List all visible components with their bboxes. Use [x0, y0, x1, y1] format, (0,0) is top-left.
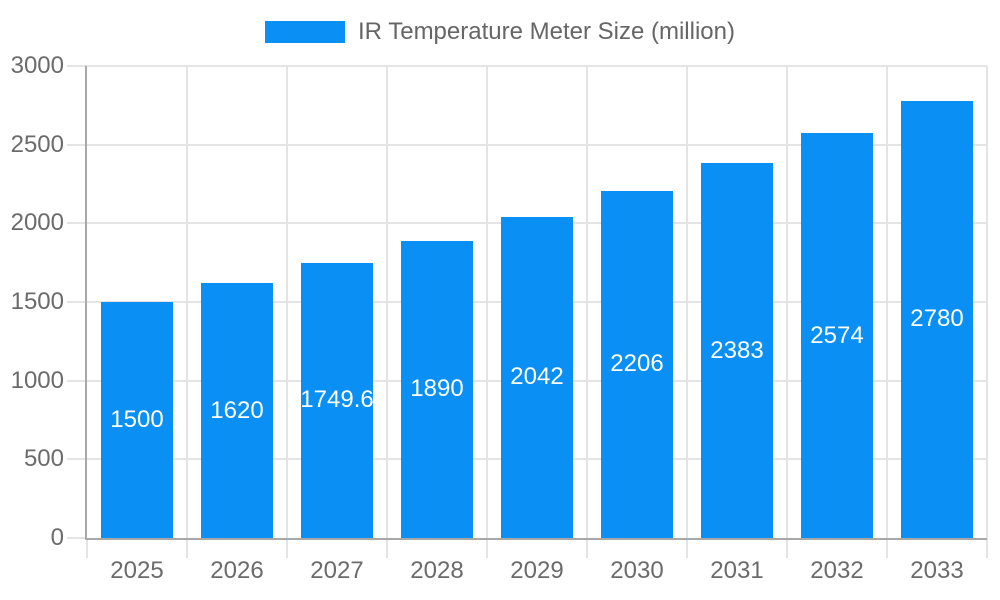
y-axis-line — [85, 66, 87, 538]
y-axis-tick-label: 3000 — [10, 52, 64, 79]
y-axis-tick — [67, 379, 87, 382]
x-axis-tick-label: 2031 — [710, 557, 764, 584]
x-axis-tick — [586, 538, 588, 558]
bar-value-label: 2383 — [710, 336, 764, 364]
bar[interactable]: 2383 — [701, 163, 773, 538]
bar[interactable]: 1890 — [401, 240, 473, 538]
v-gridline — [586, 66, 588, 538]
bar[interactable]: 1749.6 — [300, 262, 374, 538]
x-axis-tick — [786, 538, 788, 558]
x-axis-tick-label: 2032 — [810, 557, 864, 584]
bar[interactable]: 2042 — [501, 216, 573, 538]
y-axis-tick-label: 0 — [50, 524, 64, 551]
x-axis-tick-label: 2027 — [310, 557, 364, 584]
bar-value-label: 2042 — [510, 363, 564, 391]
bar[interactable]: 1500 — [101, 302, 173, 538]
x-axis-line — [85, 538, 987, 540]
bar[interactable]: 2206 — [601, 190, 673, 538]
y-axis-tick-label: 1000 — [10, 366, 64, 394]
y-axis-tick — [67, 301, 87, 303]
x-axis-tick — [486, 538, 488, 558]
y-axis-tick-label: 2500 — [10, 130, 64, 158]
legend[interactable]: IR Temperature Meter Size (million) — [0, 16, 1000, 48]
bar-value-label: 1749.6 — [300, 386, 374, 414]
v-gridline — [886, 66, 888, 538]
y-axis-tick — [67, 65, 87, 67]
x-axis-tick-label: 2030 — [610, 557, 664, 584]
v-gridline — [686, 66, 688, 538]
y-axis-tick-label: 1500 — [10, 288, 64, 315]
x-axis-tick — [86, 538, 88, 558]
h-gridline — [87, 65, 987, 67]
bar-value-label: 1620 — [210, 396, 264, 424]
y-axis-tick-label: 500 — [23, 445, 64, 473]
bar-value-label: 1890 — [410, 375, 464, 403]
y-axis-tick — [67, 143, 87, 146]
x-axis-tick-label: 2026 — [210, 557, 264, 584]
x-axis-tick-label: 2028 — [410, 557, 464, 584]
v-gridline — [786, 66, 788, 538]
v-gridline — [186, 66, 188, 538]
x-axis-tick — [886, 538, 888, 558]
bar-value-label: 2574 — [810, 321, 864, 349]
bar-value-label: 2780 — [910, 305, 964, 333]
x-axis-tick — [686, 538, 688, 558]
bar[interactable]: 1620 — [201, 283, 273, 538]
y-axis-tick-label: 2000 — [10, 209, 64, 237]
legend-swatch — [264, 21, 345, 43]
x-axis-tick — [986, 538, 988, 558]
v-gridline — [386, 66, 388, 538]
y-axis-tick — [67, 222, 87, 225]
bar-value-label: 2206 — [610, 350, 664, 378]
h-gridline — [87, 143, 987, 146]
x-axis-tick-label: 2029 — [510, 557, 564, 584]
v-gridline — [986, 66, 988, 538]
legend-label: IR Temperature Meter Size (million) — [357, 18, 735, 45]
bar[interactable]: 2574 — [801, 133, 873, 538]
x-axis-tick — [186, 538, 188, 558]
x-axis-tick-label: 2025 — [110, 557, 164, 584]
bar-value-label: 1500 — [110, 406, 164, 433]
v-gridline — [486, 66, 488, 538]
x-axis-tick — [286, 538, 288, 558]
x-axis-tick — [386, 538, 388, 558]
bar[interactable]: 2780 — [901, 100, 973, 538]
y-axis-tick — [67, 458, 87, 461]
x-axis-tick-label: 2033 — [910, 557, 964, 584]
v-gridline — [286, 66, 288, 538]
y-axis-tick — [67, 537, 87, 539]
